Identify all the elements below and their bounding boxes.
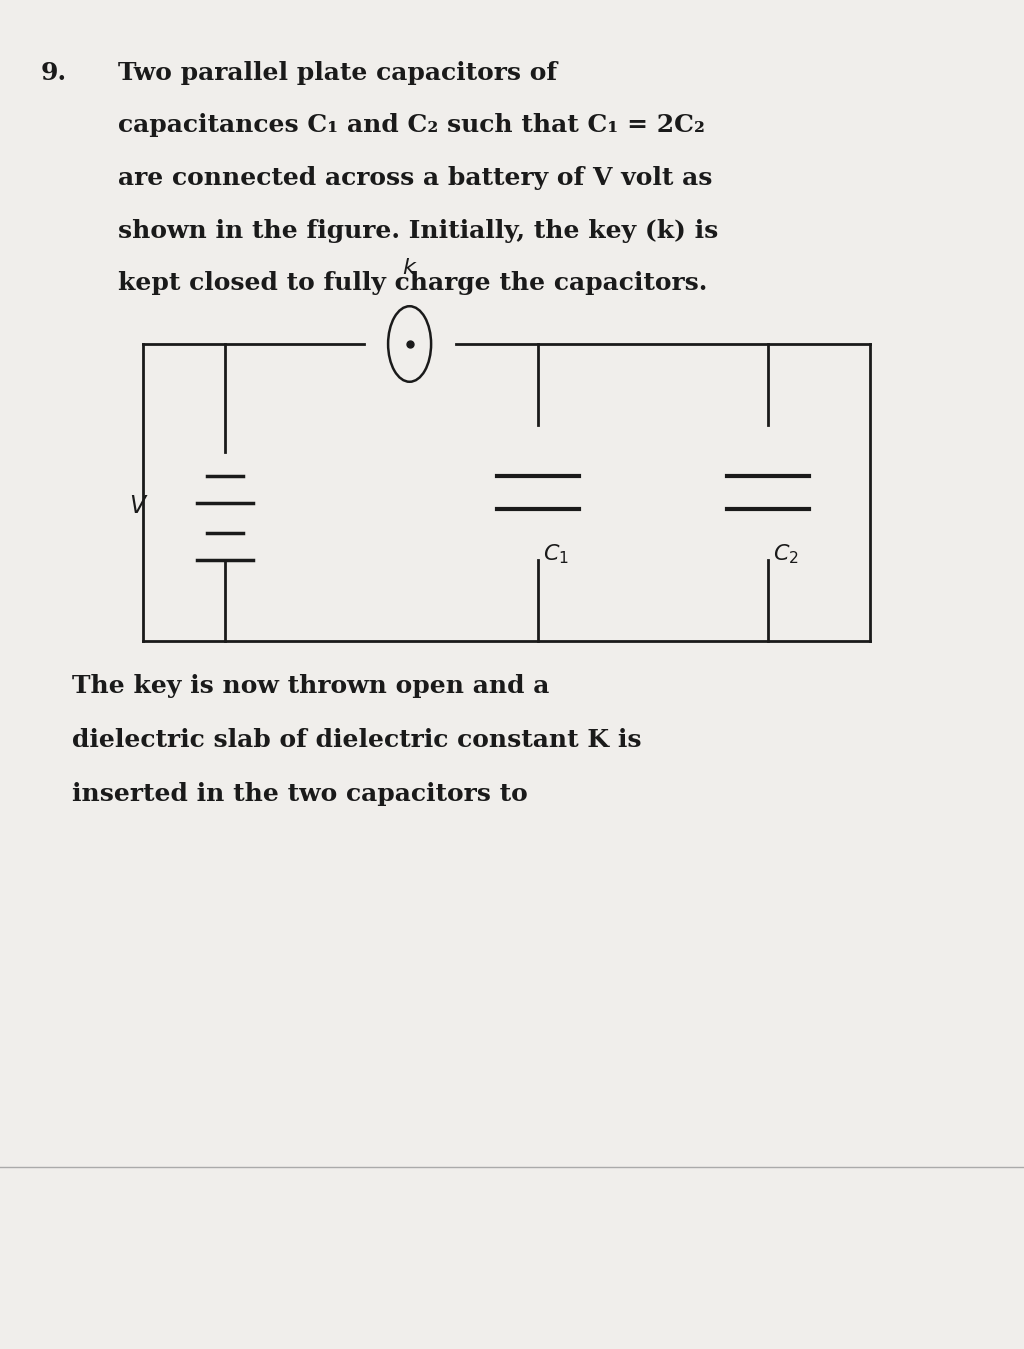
Text: 9.: 9.: [41, 61, 68, 85]
Text: are connected across a battery of V volt as: are connected across a battery of V volt…: [118, 166, 712, 190]
Text: $V$: $V$: [129, 494, 148, 518]
Text: The key is now thrown open and a: The key is now thrown open and a: [72, 674, 549, 699]
Text: inserted in the two capacitors to: inserted in the two capacitors to: [72, 782, 527, 807]
Text: $C_2$: $C_2$: [773, 542, 799, 565]
Text: dielectric slab of dielectric constant K is: dielectric slab of dielectric constant K…: [72, 728, 641, 753]
Text: $k$: $k$: [401, 258, 418, 279]
Text: Two parallel plate capacitors of: Two parallel plate capacitors of: [118, 61, 557, 85]
Text: kept closed to fully charge the capacitors.: kept closed to fully charge the capacito…: [118, 271, 708, 295]
Text: shown in the figure. Initially, the key (k) is: shown in the figure. Initially, the key …: [118, 219, 718, 243]
Text: $C_1$: $C_1$: [543, 542, 568, 565]
Text: capacitances C₁ and C₂ such that C₁ = 2C₂: capacitances C₁ and C₂ such that C₁ = 2C…: [118, 113, 705, 138]
